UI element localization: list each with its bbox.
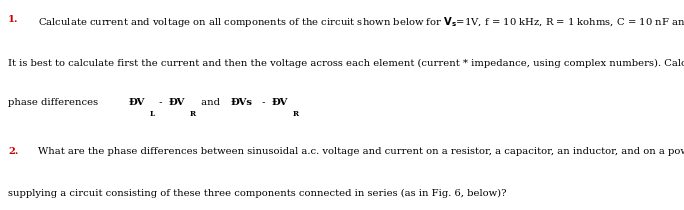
Text: -: -: [259, 98, 268, 107]
Text: Calculate current and voltage on all components of the circuit shown below for $: Calculate current and voltage on all com…: [38, 15, 684, 29]
Text: 2.: 2.: [8, 147, 18, 156]
Text: R: R: [292, 110, 298, 118]
Text: phase differences: phase differences: [8, 98, 101, 107]
Text: It is best to calculate first the current and then the voltage across each eleme: It is best to calculate first the curren…: [8, 59, 684, 68]
Text: ĐV: ĐV: [271, 98, 287, 107]
Text: and: and: [198, 98, 223, 107]
Text: What are the phase differences between sinusoidal a.c. voltage and current on a : What are the phase differences between s…: [38, 147, 684, 156]
Text: L: L: [150, 110, 155, 118]
Text: ĐVs: ĐVs: [231, 98, 252, 107]
Text: -: -: [157, 98, 166, 107]
Text: 1.: 1.: [8, 15, 18, 24]
Text: R: R: [190, 110, 196, 118]
Text: supplying a circuit consisting of these three components connected in series (as: supplying a circuit consisting of these …: [8, 189, 507, 198]
Text: ĐV: ĐV: [169, 98, 185, 107]
Text: ĐV: ĐV: [129, 98, 145, 107]
